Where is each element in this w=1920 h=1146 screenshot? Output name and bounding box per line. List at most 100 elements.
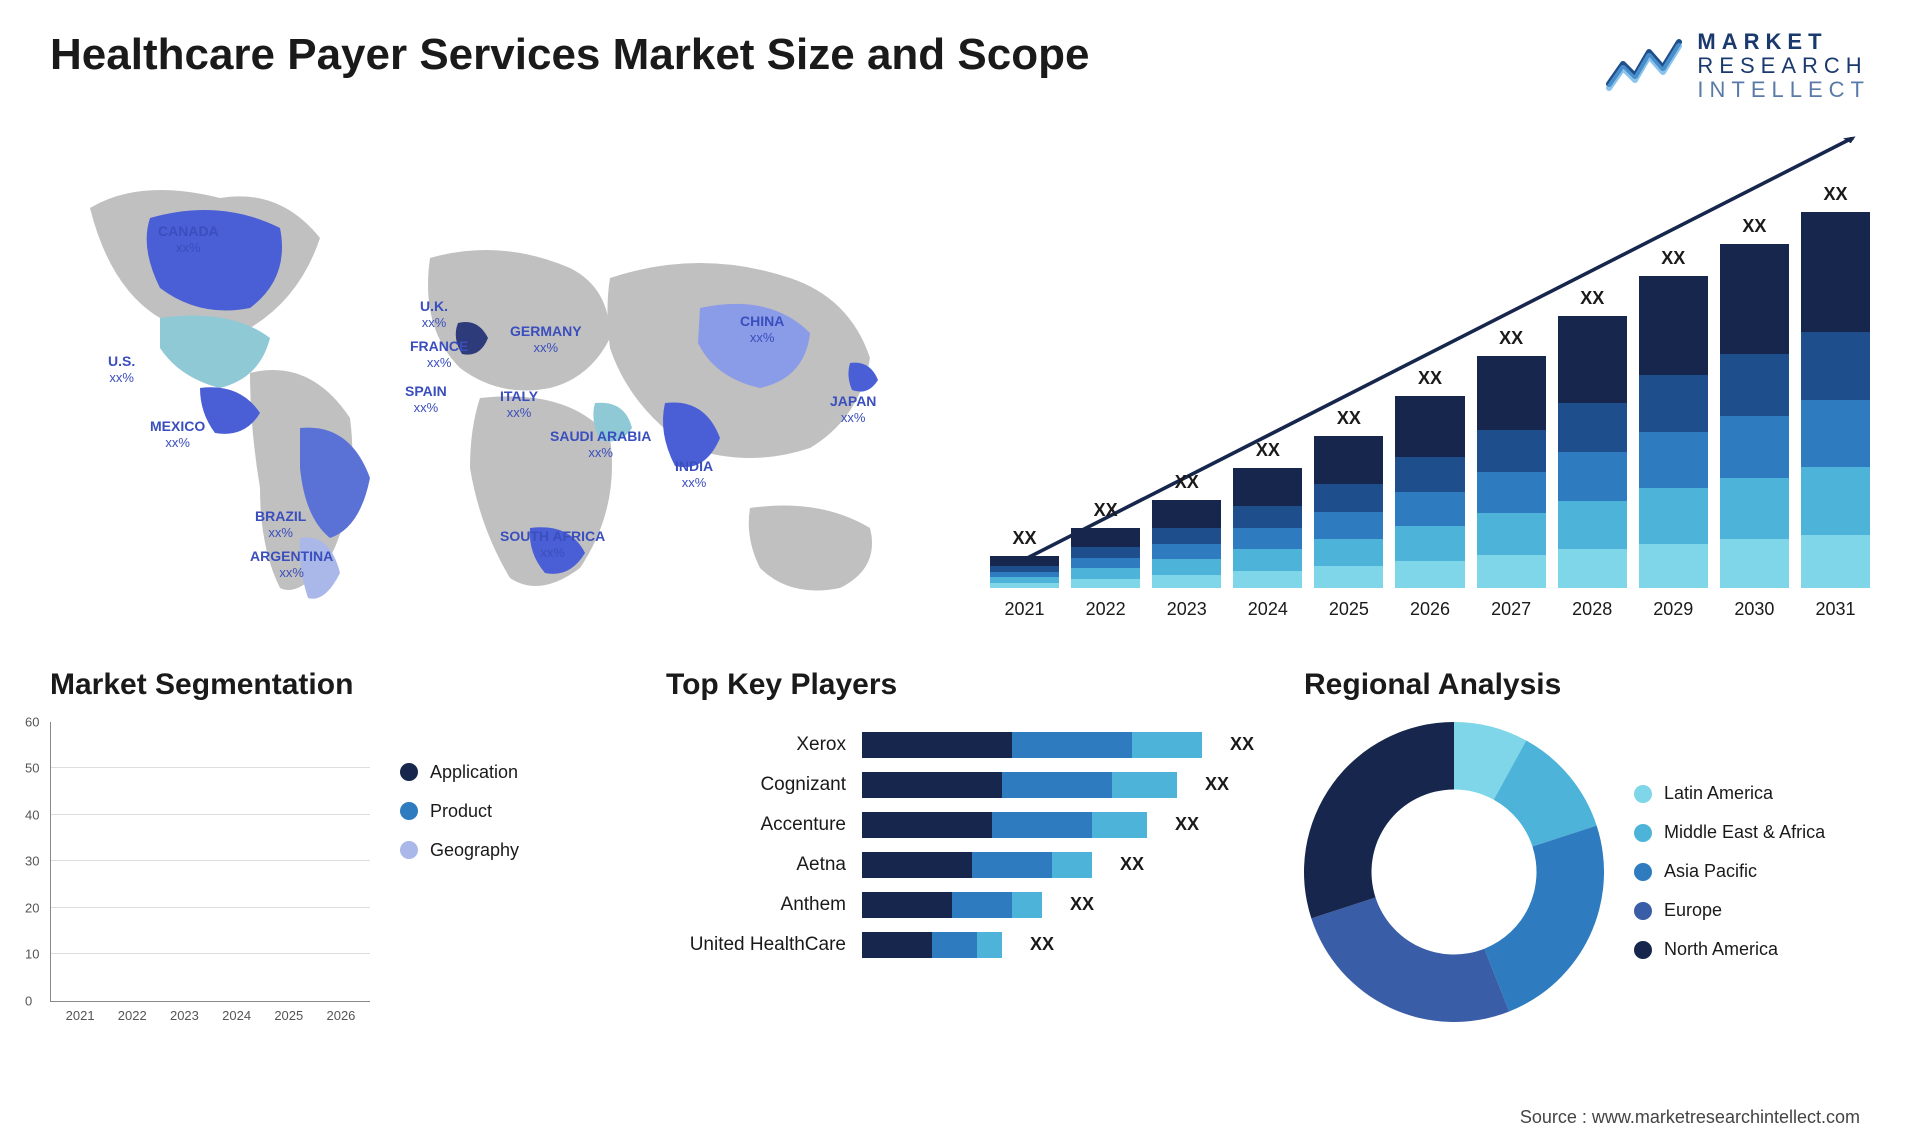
map-label-saudi-arabia: SAUDI ARABIAxx% — [550, 428, 651, 462]
player-bar-segment — [862, 772, 1002, 798]
player-bar-segment — [952, 892, 1012, 918]
growth-bar-segment — [1233, 506, 1302, 528]
player-bar-segment — [1112, 772, 1177, 798]
segmentation-chart: 202120222023202420252026 0102030405060 A… — [50, 722, 616, 1002]
region-legend-item: Latin America — [1634, 783, 1825, 804]
brand-logo: MARKET RESEARCH INTELLECT — [1605, 30, 1870, 103]
growth-bar-segment — [1801, 535, 1870, 588]
growth-bar-segment — [1477, 430, 1546, 472]
growth-bar-segment — [1395, 526, 1464, 561]
player-bar-segment — [862, 812, 992, 838]
growth-bar-value-label: XX — [1639, 248, 1708, 269]
seg-ytick: 50 — [25, 761, 39, 776]
growth-bar-segment — [1152, 528, 1221, 544]
seg-xlabel: 2024 — [216, 1008, 258, 1023]
key-players-title: Top Key Players — [666, 668, 1254, 702]
donut-segment-asia-pacific — [1484, 825, 1604, 1011]
seg-xlabel: 2022 — [111, 1008, 153, 1023]
growth-bar-segment — [1720, 416, 1789, 478]
player-name: Xerox — [666, 734, 846, 756]
growth-bar-2031: XX — [1801, 212, 1870, 588]
donut-segment-north-america — [1304, 722, 1454, 918]
growth-xlabel: 2025 — [1314, 599, 1383, 620]
growth-bar-segment — [1233, 571, 1302, 588]
growth-bar-segment — [1801, 467, 1870, 535]
growth-bar-segment — [1801, 212, 1870, 332]
growth-bar-segment — [1558, 403, 1627, 452]
player-bar-segment — [1092, 812, 1147, 838]
seg-ytick: 60 — [25, 714, 39, 729]
page-title: Healthcare Payer Services Market Size an… — [50, 30, 1089, 80]
map-label-south-africa: SOUTH AFRICAxx% — [500, 528, 605, 562]
player-value-label: XX — [1230, 734, 1254, 755]
growth-bar-value-label: XX — [1233, 440, 1302, 461]
growth-bar-segment — [1639, 488, 1708, 544]
map-label-japan: JAPANxx% — [830, 393, 876, 427]
map-label-china: CHINAxx% — [740, 313, 784, 347]
regional-donut — [1304, 722, 1604, 1022]
growth-bar-value-label: XX — [1720, 216, 1789, 237]
growth-bar-segment — [1801, 400, 1870, 468]
map-label-germany: GERMANYxx% — [510, 323, 582, 357]
regional-panel: Regional Analysis Latin AmericaMiddle Ea… — [1304, 668, 1870, 1022]
seg-legend-item: Product — [400, 801, 519, 822]
player-bar — [862, 732, 1202, 758]
growth-bar-2027: XX — [1477, 356, 1546, 588]
world-map: CANADAxx%U.S.xx%MEXICOxx%BRAZILxx%ARGENT… — [50, 128, 950, 628]
region-legend-item: North America — [1634, 939, 1825, 960]
player-value-label: XX — [1120, 854, 1144, 875]
growth-xlabel: 2026 — [1395, 599, 1464, 620]
growth-bar-segment — [1801, 332, 1870, 400]
growth-xlabel: 2029 — [1639, 599, 1708, 620]
map-label-italy: ITALYxx% — [500, 388, 538, 422]
growth-bar-value-label: XX — [990, 528, 1059, 549]
seg-ytick: 30 — [25, 854, 39, 869]
growth-bar-segment — [1071, 568, 1140, 579]
growth-bar-value-label: XX — [1477, 328, 1546, 349]
seg-ytick: 20 — [25, 900, 39, 915]
growth-bar-segment — [990, 556, 1059, 566]
player-row: AnthemXX — [666, 892, 1254, 918]
legend-label: Europe — [1664, 900, 1722, 921]
legend-swatch-icon — [1634, 824, 1652, 842]
growth-bar-segment — [1639, 375, 1708, 431]
growth-xlabel: 2030 — [1720, 599, 1789, 620]
growth-bar-segment — [1233, 549, 1302, 571]
segmentation-panel: Market Segmentation 20212022202320242025… — [50, 668, 616, 1022]
player-bar — [862, 852, 1092, 878]
growth-bar-segment — [1395, 396, 1464, 457]
seg-ytick: 10 — [25, 947, 39, 962]
legend-label: Product — [430, 801, 492, 822]
player-bar — [862, 892, 1042, 918]
growth-bar-segment — [1152, 544, 1221, 560]
growth-bar-segment — [1233, 468, 1302, 506]
growth-xlabel: 2024 — [1233, 599, 1302, 620]
player-bar-segment — [992, 812, 1092, 838]
legend-swatch-icon — [400, 802, 418, 820]
legend-label: Application — [430, 762, 518, 783]
logo-text: MARKET RESEARCH INTELLECT — [1697, 30, 1870, 103]
growth-bar-segment — [1558, 501, 1627, 550]
growth-bar-segment — [1233, 528, 1302, 550]
growth-bar-segment — [1152, 559, 1221, 575]
growth-bar-segment — [1395, 561, 1464, 588]
growth-bar-segment — [1477, 472, 1546, 514]
growth-bar-segment — [1314, 512, 1383, 539]
source-attribution: Source : www.marketresearchintellect.com — [1520, 1107, 1860, 1128]
seg-xlabel: 2025 — [268, 1008, 310, 1023]
growth-bar-value-label: XX — [1314, 408, 1383, 429]
growth-bar-2030: XX — [1720, 244, 1789, 588]
top-row: CANADAxx%U.S.xx%MEXICOxx%BRAZILxx%ARGENT… — [50, 128, 1870, 628]
growth-bar-segment — [1720, 354, 1789, 416]
growth-bar-value-label: XX — [1395, 368, 1464, 389]
growth-xlabel: 2027 — [1477, 599, 1546, 620]
growth-xlabel: 2022 — [1071, 599, 1140, 620]
legend-swatch-icon — [1634, 785, 1652, 803]
logo-mark-icon — [1605, 34, 1685, 98]
growth-bar-segment — [1477, 356, 1546, 430]
player-bar-segment — [1012, 892, 1042, 918]
player-row: AetnaXX — [666, 852, 1254, 878]
regional-chart: Latin AmericaMiddle East & AfricaAsia Pa… — [1304, 722, 1870, 1022]
regional-title: Regional Analysis — [1304, 668, 1870, 702]
player-bar-segment — [932, 932, 977, 958]
